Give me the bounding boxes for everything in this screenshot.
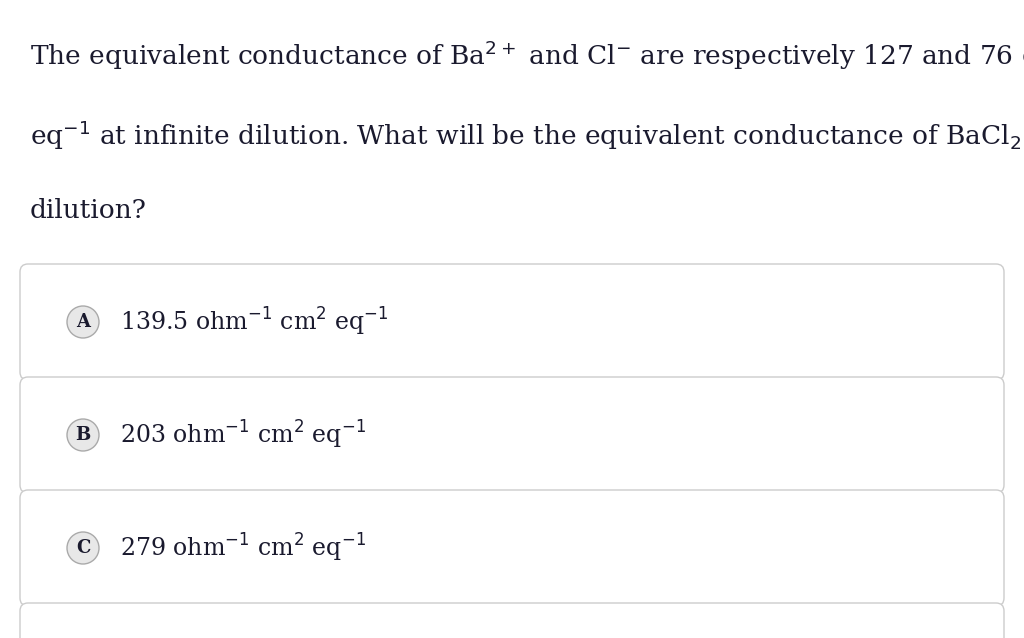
Circle shape (67, 532, 99, 564)
FancyBboxPatch shape (20, 490, 1004, 606)
FancyBboxPatch shape (20, 603, 1004, 638)
Text: B: B (76, 426, 91, 444)
Text: The equivalent conductance of Ba$^{2+}$ and Cl$^{-}$ are respectively 127 and 76: The equivalent conductance of Ba$^{2+}$ … (30, 38, 1024, 71)
Text: dilution?: dilution? (30, 198, 146, 223)
Text: eq$^{-1}$ at infinite dilution. What will be the equivalent conductance of BaCl$: eq$^{-1}$ at infinite dilution. What wil… (30, 118, 1024, 151)
Text: 203 ohm$^{-1}$ cm$^{2}$ eq$^{-1}$: 203 ohm$^{-1}$ cm$^{2}$ eq$^{-1}$ (120, 419, 366, 451)
Text: 139.5 ohm$^{-1}$ cm$^{2}$ eq$^{-1}$: 139.5 ohm$^{-1}$ cm$^{2}$ eq$^{-1}$ (120, 306, 388, 338)
Circle shape (67, 306, 99, 338)
Text: A: A (76, 313, 90, 331)
Circle shape (67, 419, 99, 451)
FancyBboxPatch shape (20, 264, 1004, 380)
Text: C: C (76, 539, 90, 557)
Text: 279 ohm$^{-1}$ cm$^{2}$ eq$^{-1}$: 279 ohm$^{-1}$ cm$^{2}$ eq$^{-1}$ (120, 532, 366, 564)
FancyBboxPatch shape (20, 377, 1004, 493)
